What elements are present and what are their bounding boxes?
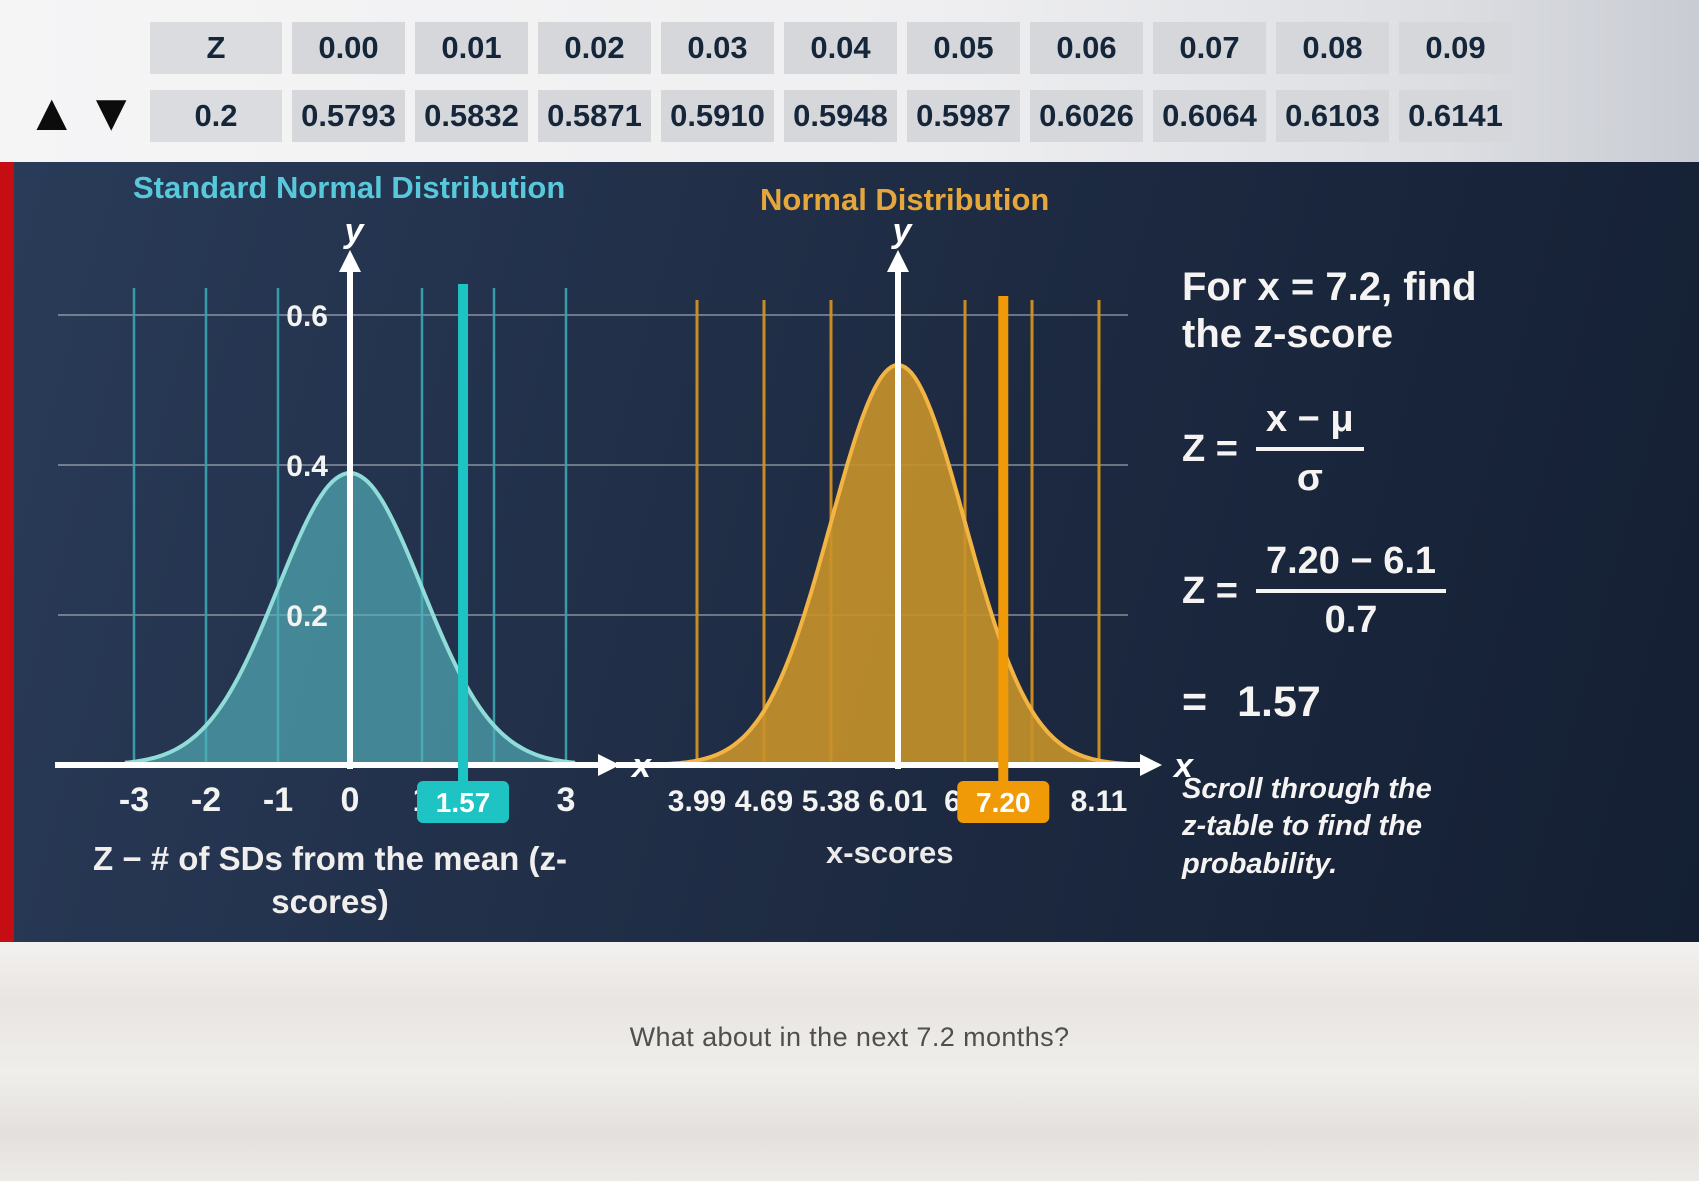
z-table-cell: 0.03	[661, 22, 774, 74]
z-table-strip: ▲ ▼ Z 0.00 0.01 0.02 0.03 0.04 0.05 0.06 0.07 0.0…	[0, 0, 1699, 162]
z-table-cell: 0.01	[415, 22, 528, 74]
fraction: 7.20 − 6.1 0.7	[1255, 540, 1447, 642]
chart1-title: Standard Normal Distribution	[133, 170, 566, 205]
solution-prompt: For x = 7.2, find the z-score	[1182, 265, 1477, 357]
red-edge-strip	[0, 0, 14, 942]
z-result: = 1.57	[1182, 678, 1682, 727]
formula-lhs: Z =	[1182, 569, 1238, 612]
result-equals: =	[1182, 678, 1208, 727]
chart2-title: Normal Distribution	[760, 182, 1050, 217]
z-table-cell: Z	[150, 22, 282, 74]
z-table-cell: 0.09	[1399, 22, 1512, 74]
solution-panel: For x = 7.2, find the z-score Z = x − μ …	[1182, 264, 1682, 883]
z-table-cell: 0.02	[538, 22, 651, 74]
z-table-cell: 0.5987	[907, 90, 1020, 142]
scroll-up-icon[interactable]: ▲	[26, 84, 78, 142]
z-table-cell: 0.5832	[415, 90, 528, 142]
result-value: 1.57	[1237, 678, 1321, 727]
chart2-caption: x-scores	[826, 835, 954, 870]
z-table-value-row: 0.2 0.5793 0.5832 0.5871 0.5910 0.5948 0.5987 0…	[150, 90, 1512, 142]
fraction: x − μ σ	[1255, 398, 1364, 500]
table-scroll-controls[interactable]: ▲ ▼	[26, 84, 137, 142]
formula-lhs: Z =	[1182, 427, 1238, 470]
z-table-cell: 0.6103	[1276, 90, 1389, 142]
fraction-numerator: 7.20 − 6.1	[1255, 540, 1447, 594]
z-table-cell: 0.00	[292, 22, 405, 74]
z-table-cell: 0.04	[784, 22, 897, 74]
z-formula-applied: Z = 7.20 − 6.1 0.7	[1182, 540, 1682, 642]
z-formula-general: Z = x − μ σ	[1182, 398, 1682, 500]
scroll-down-icon[interactable]: ▼	[85, 84, 137, 142]
z-table-cell: 0.5871	[538, 90, 651, 142]
z-table-header-row: Z 0.00 0.01 0.02 0.03 0.04 0.05 0.06 0.07 0.08 0.0…	[150, 22, 1512, 74]
z-table-cell: 0.08	[1276, 22, 1389, 74]
z-table-cell: 0.2	[150, 90, 282, 142]
chart1-caption: Z − # of SDs from the mean (z-scores)	[93, 840, 567, 920]
instruction-note: Scroll through the z-table to find the p…	[1182, 773, 1432, 880]
z-table-cell: 0.05	[907, 22, 1020, 74]
fraction-numerator: x − μ	[1255, 398, 1364, 452]
z-table-cell: 0.5948	[784, 90, 897, 142]
fraction-denominator: σ	[1296, 457, 1323, 500]
z-table-cell: 0.6064	[1153, 90, 1266, 142]
z-table-cell: 0.5910	[661, 90, 774, 142]
fraction-denominator: 0.7	[1324, 599, 1378, 642]
z-table: Z 0.00 0.01 0.02 0.03 0.04 0.05 0.06 0.07 0.08 0.0…	[150, 22, 1512, 142]
z-table-cell: 0.6141	[1399, 90, 1512, 142]
z-table-cell: 0.06	[1030, 22, 1143, 74]
z-table-cell: 0.07	[1153, 22, 1266, 74]
z-table-cell: 0.6026	[1030, 90, 1143, 142]
photo-bottom-strip: What about in the next 7.2 months?	[0, 942, 1699, 1181]
z-table-cell: 0.5793	[292, 90, 405, 142]
footer-caption: What about in the next 7.2 months?	[629, 1022, 1070, 1052]
